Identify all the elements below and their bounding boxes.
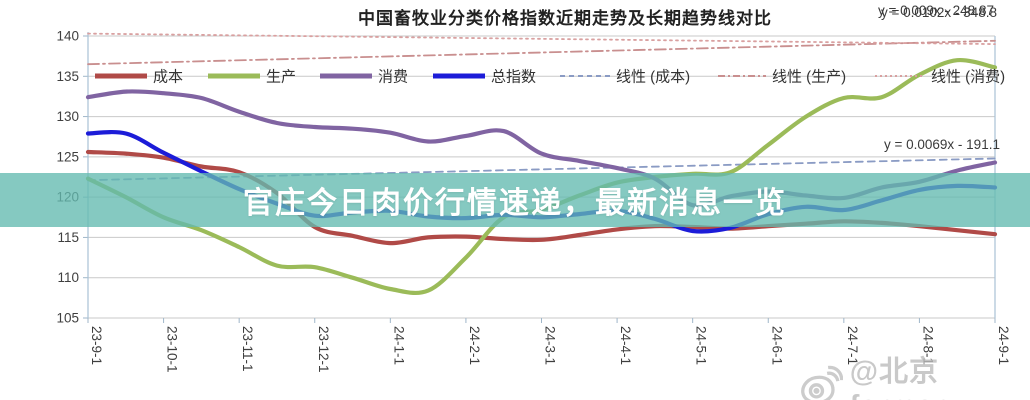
xtick-label-24-1-1: 24-1-1 [391, 326, 406, 365]
xtick-label-24-9-1: 24-9-1 [996, 326, 1011, 365]
legend-label-trend-consumption: 线性 (消费) [931, 69, 1005, 86]
xtick-label-24-7-1: 24-7-1 [845, 326, 860, 365]
trendline-equation-cost: y = 0.0069x - 191.1 [884, 137, 1000, 152]
headline-banner-text: 官庄今日肉价行情速递，最新消息一览 [243, 187, 787, 220]
xtick-label-24-3-1: 24-3-1 [543, 326, 558, 365]
xtick-label-24-5-1: 24-5-1 [694, 326, 709, 365]
legend-label-consumption: 消费 [378, 69, 408, 86]
watermark: @北京farmer [798, 348, 1030, 400]
ytick-label-130: 130 [56, 109, 79, 124]
chart-title: 中国畜牧业分类价格指数近期走势及长期趋势线对比 [358, 9, 772, 28]
ytick-label-115: 115 [57, 230, 79, 245]
weibo-eye-icon [801, 365, 843, 400]
series-trend-consumption-line [87, 32, 996, 45]
legend-label-cost: 成本 [153, 69, 183, 86]
xtick-label-24-2-1: 24-2-1 [467, 326, 482, 365]
xtick-label-24-4-1: 24-4-1 [618, 326, 633, 365]
ytick-label-110: 110 [57, 270, 79, 285]
xtick-label-24-8-1: 24-8-1 [920, 326, 935, 365]
ytick-label-105: 105 [56, 311, 79, 326]
xtick-label-23-11-1: 23-11-1 [240, 326, 255, 372]
legend-label-trend-production: 线性 (生产) [772, 69, 846, 86]
headline-banner: 官庄今日肉价行情速递，最新消息一览 [0, 173, 1030, 227]
ytick-label-135: 135 [56, 69, 79, 84]
trendline-equation-a: y = 0.009x - 248.87 [878, 3, 994, 18]
trendline-equations-overlapping: y = 0.009x - 248.87 y = 0.0102x - 348.8 [878, 3, 1028, 25]
legend-label-production: 生产 [266, 69, 296, 86]
xtick-label-24-6-1: 24-6-1 [769, 326, 784, 365]
watermark-handle: @北京farmer [849, 356, 945, 400]
xtick-label-23-10-1: 23-10-1 [165, 326, 180, 373]
xtick-label-23-12-1: 23-12-1 [316, 326, 331, 373]
series-trend-production-line [87, 39, 996, 66]
ytick-label-140: 140 [56, 29, 79, 44]
trendline-equation-b: y = 0.0102x - 348.8 [881, 5, 997, 20]
legend-label-total-index: 总指数 [491, 69, 536, 86]
ytick-label-125: 125 [56, 149, 79, 164]
xtick-label-23-9-1: 23-9-1 [89, 326, 104, 365]
legend-label-trend-cost: 线性 (成本) [616, 69, 690, 86]
